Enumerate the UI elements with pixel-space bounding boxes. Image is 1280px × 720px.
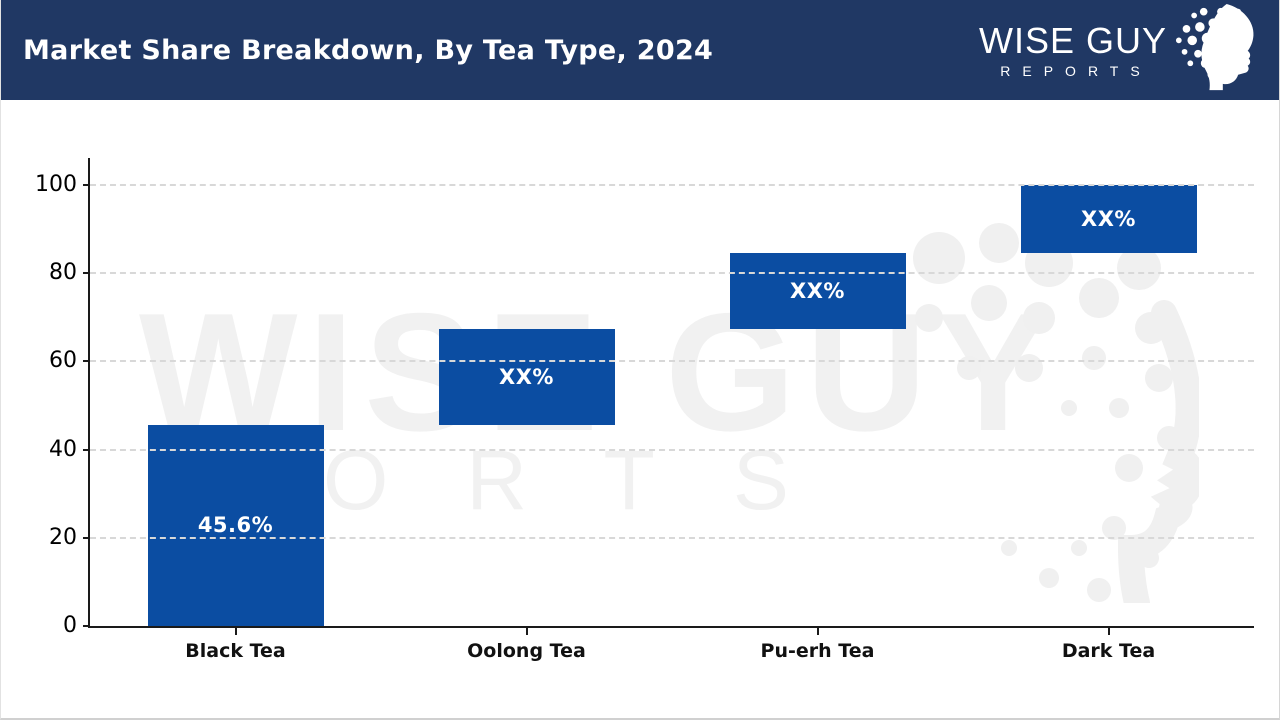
y-axis-line bbox=[88, 158, 90, 628]
x-tick-label: Dark Tea bbox=[1061, 640, 1156, 662]
page-title: Market Share Breakdown, By Tea Type, 202… bbox=[23, 34, 714, 66]
y-tick-label: 20 bbox=[49, 524, 77, 550]
logo-subtitle: REPORTS bbox=[1000, 62, 1152, 79]
y-tick-label: 100 bbox=[35, 172, 77, 198]
logo-text: WISE GUY REPORTS bbox=[978, 19, 1167, 79]
x-tick-mark bbox=[525, 628, 528, 635]
x-tick-label: Oolong Tea bbox=[467, 640, 586, 662]
bar-pu-erh-tea: XX% bbox=[729, 253, 906, 329]
y-tick-label: 0 bbox=[63, 613, 77, 638]
y-tick-mark bbox=[83, 448, 90, 451]
gridline-60 bbox=[90, 360, 1254, 363]
y-tick-mark bbox=[83, 625, 90, 627]
bar-black-tea: 45.6% bbox=[147, 424, 324, 626]
watermark-head-icon bbox=[869, 218, 1203, 616]
header-bar: Market Share Breakdown, By Tea Type, 202… bbox=[1, 0, 1279, 100]
y-tick-mark bbox=[83, 184, 90, 187]
gridline-100 bbox=[90, 184, 1254, 187]
gridline-40 bbox=[90, 448, 1254, 451]
y-tick-mark bbox=[83, 360, 90, 363]
wise-guy-logo: WISE GUY REPORTS bbox=[978, 3, 1279, 97]
logo-wordmark: WISE GUY bbox=[978, 19, 1167, 61]
bar-dark-tea: XX% bbox=[1020, 185, 1197, 254]
bar-value-label: XX% bbox=[499, 364, 554, 389]
y-tick-mark bbox=[83, 536, 90, 539]
gridline-20 bbox=[90, 536, 1254, 539]
y-tick-label: 80 bbox=[49, 260, 77, 286]
y-tick-label: 40 bbox=[49, 436, 77, 462]
y-tick-mark bbox=[83, 272, 90, 275]
x-tick-label: Pu-erh Tea bbox=[760, 640, 875, 662]
y-tick-label: 60 bbox=[49, 348, 77, 374]
x-tick-mark bbox=[234, 628, 237, 635]
x-axis-line bbox=[88, 626, 1254, 628]
logo-head-icon bbox=[1171, 3, 1267, 97]
x-tick-mark bbox=[1107, 628, 1110, 635]
bar-oolong-tea: XX% bbox=[438, 328, 615, 425]
bar-value-label: 45.6% bbox=[197, 513, 274, 538]
gridline-80 bbox=[90, 272, 1254, 275]
x-tick-label: Black Tea bbox=[185, 640, 286, 662]
x-tick-mark bbox=[816, 628, 819, 635]
bar-value-label: XX% bbox=[790, 278, 845, 303]
bar-value-label: XX% bbox=[1081, 207, 1136, 232]
